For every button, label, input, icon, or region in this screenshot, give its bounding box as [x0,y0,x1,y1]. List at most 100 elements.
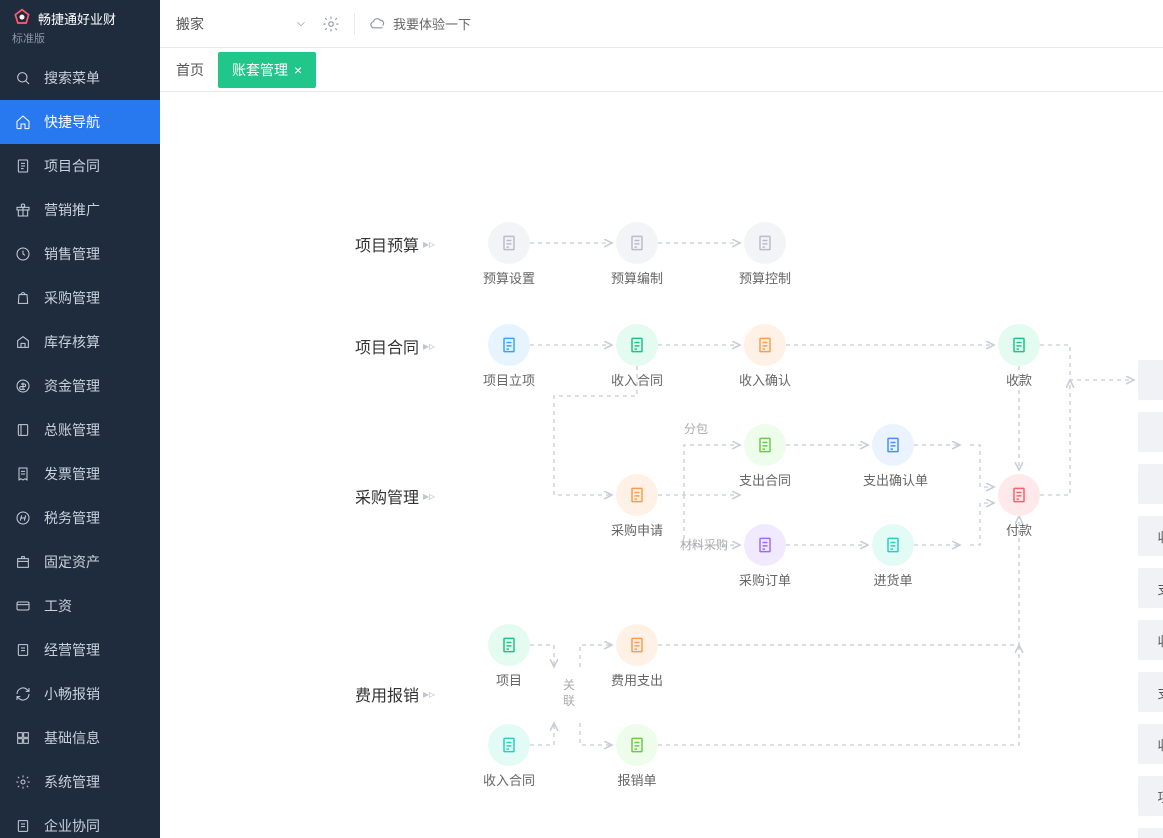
stats-button-6[interactable]: 支出合同统计表 [1138,672,1163,712]
brand-logo-icon [12,8,32,28]
settings-button[interactable] [322,15,340,33]
node-purchase-req[interactable] [616,474,658,516]
workflow-canvas: 项目预算 ▸▹项目合同 ▸▹采购管理 ▸▹费用报销 ▸▹预算设置预算编制预算控制… [160,92,1163,838]
sidebar-item-purchase[interactable]: 采购管理 [0,276,160,320]
sidebar-item-quick[interactable]: 快捷导航 [0,100,160,144]
section-label: 采购管理 ▸▹ [355,484,435,508]
stats-button-5[interactable]: 收入合同统计表 [1138,620,1163,660]
node-label: 采购申请 [607,520,667,539]
sidebar-item-collab[interactable]: 企业协同 [0,804,160,838]
page-icon [14,817,32,835]
sidebar-item-system[interactable]: 系统管理 [0,760,160,804]
edge-label: 联 [563,692,575,709]
section-label: 项目合同 ▸▹ [355,334,435,358]
sidebar-item-funds[interactable]: 资金管理 [0,364,160,408]
node-budget-edit[interactable] [616,222,658,264]
chevron-right-icon: ▸▹ [423,237,435,251]
node-proj-init[interactable] [488,324,530,366]
sidebar-item-ledger[interactable]: 总账管理 [0,408,160,452]
node-income-con[interactable] [616,324,658,366]
node-exp-out[interactable] [616,624,658,666]
sidebar-item-label: 快捷导航 [44,112,100,132]
node-label: 支出合同 [735,470,795,489]
brand-row: 畅捷通好业财 [0,0,160,28]
brand-edition: 标准版 [0,28,160,56]
tab-accounts[interactable]: 账套管理 × [218,52,316,88]
sidebar-item-ops[interactable]: 经营管理 [0,628,160,672]
stats-button-9[interactable]: 预算成本分析对比表 [1138,828,1163,838]
arrows-layer [160,92,1163,838]
node-pay[interactable] [998,474,1040,516]
sidebar-item-label: 小畅报销 [44,684,100,704]
stats-button-8[interactable]: 项目预算执行表 [1138,776,1163,816]
tab-close-icon[interactable]: × [294,62,302,78]
sidebar-item-label: 搜索菜单 [44,68,100,88]
sidebar-item-label: 总账管理 [44,420,100,440]
node-exp-contract[interactable] [744,424,786,466]
sidebar-item-base[interactable]: 基础信息 [0,716,160,760]
node-label: 支出确认单 [863,470,923,489]
gift-icon [14,201,32,219]
sidebar-item-salary[interactable]: 工资 [0,584,160,628]
stats-button-1[interactable]: 收入合同看板 [1138,412,1163,452]
node-receive[interactable] [998,324,1040,366]
sidebar-item-label: 营销推广 [44,200,100,220]
edge-label: 材料采购 [680,536,728,553]
stats-button-0[interactable]: 项目看板 [1138,360,1163,400]
doc-icon [14,157,32,175]
page-icon [14,641,32,659]
node-label: 收款 [989,370,1049,389]
node-label: 报销单 [607,770,667,789]
grid-icon [14,729,32,747]
tab-home[interactable]: 首页 [176,60,204,80]
sidebar-item-project[interactable]: 项目合同 [0,144,160,188]
node-label: 预算设置 [479,268,539,287]
house-icon [14,333,32,351]
sidebar-item-tax[interactable]: 税务管理 [0,496,160,540]
sidebar-item-assets[interactable]: 固定资产 [0,540,160,584]
node-label: 预算编制 [607,268,667,287]
sidebar-item-search[interactable]: 搜索菜单 [0,56,160,100]
sidebar-item-inventory[interactable]: 库存核算 [0,320,160,364]
brand-name: 畅捷通好业财 [38,9,116,28]
sidebar-item-label: 固定资产 [44,552,100,572]
divider [354,13,355,35]
node-exp-ack[interactable] [872,424,914,466]
node-label: 收入确认 [735,370,795,389]
sidebar-item-marketing[interactable]: 营销推广 [0,188,160,232]
node-label: 收入合同 [479,770,539,789]
sidebar-item-label: 企业协同 [44,816,100,836]
node-goods-in[interactable] [872,524,914,566]
edge-label: 关 [563,676,575,693]
stats-button-2[interactable]: 支出合同看板 [1138,464,1163,504]
company-dropdown[interactable]: 搬家 [176,14,308,34]
sidebar-item-label: 基础信息 [44,728,100,748]
receipt-icon [14,465,32,483]
chevron-right-icon: ▸▹ [423,687,435,701]
node-income-ack[interactable] [744,324,786,366]
stats-button-4[interactable]: 支出合同工作台 [1138,568,1163,608]
node-income-con2[interactable] [488,724,530,766]
node-purchase-ord[interactable] [744,524,786,566]
node-budget-set[interactable] [488,222,530,264]
sidebar-item-report[interactable]: 小畅报销 [0,672,160,716]
chevron-down-icon [294,17,308,31]
experience-button[interactable]: 我要体验一下 [369,14,471,33]
node-budget-ctrl[interactable] [744,222,786,264]
sidebar-item-label: 采购管理 [44,288,100,308]
tabbar: 首页 账套管理 × [160,48,1163,92]
sidebar-item-invoice[interactable]: 发票管理 [0,452,160,496]
edge-label: 分包 [684,420,708,437]
stats-button-7[interactable]: 收入合同执行表 [1138,724,1163,764]
sidebar-item-sales[interactable]: 销售管理 [0,232,160,276]
topbar: 搬家 我要体验一下 [160,0,1163,48]
chevron-right-icon: ▸▹ [423,489,435,503]
node-project[interactable] [488,624,530,666]
node-reimburse[interactable] [616,724,658,766]
sidebar: 畅捷通好业财 标准版 搜索菜单快捷导航项目合同营销推广销售管理采购管理库存核算资… [0,0,160,838]
node-label: 采购订单 [735,570,795,589]
stats-button-3[interactable]: 收入合同工作台 [1138,516,1163,556]
section-label: 项目预算 ▸▹ [355,232,435,256]
refresh-icon [14,685,32,703]
experience-label: 我要体验一下 [393,14,471,33]
